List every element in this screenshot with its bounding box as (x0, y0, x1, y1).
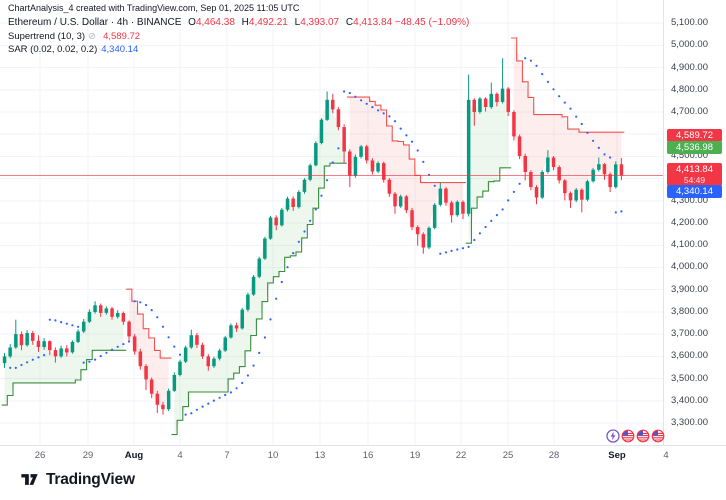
price-badge-value: 4,589.72 (676, 130, 713, 142)
price-chart-svg[interactable] (0, 0, 663, 445)
price-scale-label: 3,600.00 (671, 350, 708, 362)
time-scale-label: 4 (663, 450, 669, 461)
price-badge-value: 4,340.14 (676, 185, 713, 197)
price-scale-label: 4,500.00 (671, 150, 708, 162)
lightning-event-icon[interactable] (606, 429, 620, 443)
bar-countdown: 54:49 (683, 175, 706, 186)
price-badge: 4,589.72 (667, 129, 722, 143)
time-scale-label: 22 (455, 450, 467, 461)
price-badge: 4,413.84 54:49 (667, 163, 722, 187)
tradingview-logo[interactable]: TradingView (20, 470, 135, 489)
price-scale-label: 5,000.00 (671, 39, 708, 51)
price-scale-label: 3,400.00 (671, 394, 708, 406)
us-flag-event-icon[interactable] (636, 429, 650, 443)
time-scale-label: 4 (177, 450, 183, 461)
price-scale-label: 4,300.00 (671, 194, 708, 206)
price-scale-label: 3,800.00 (671, 305, 708, 317)
time-scale-label: 7 (224, 450, 230, 461)
price-scale-label: 5,100.00 (671, 17, 708, 29)
price-scale-label: 4,800.00 (671, 83, 708, 95)
price-scale-label: 3,500.00 (671, 372, 708, 384)
time-scale-label: 26 (34, 450, 46, 461)
us-flag-event-icon[interactable] (621, 429, 635, 443)
chart-plot-area[interactable]: ChartAnalysis_4 created with TradingView… (0, 0, 663, 445)
time-scale[interactable]: 26 29 Aug 4 7 10 13 16 19 22 25 28 Sep 4 (0, 445, 726, 463)
time-scale-label: 29 (82, 450, 94, 461)
time-scale-label: 10 (267, 450, 279, 461)
time-scale-label: 25 (502, 450, 514, 461)
price-scale-label: 4,700.00 (671, 105, 708, 117)
time-scale-label: 16 (362, 450, 374, 461)
price-badge-value: 4,413.84 (676, 164, 713, 176)
price-scale-label: 4,900.00 (671, 61, 708, 73)
tradingview-logo-icon (21, 474, 38, 485)
price-scale-label: 4,100.00 (671, 239, 708, 251)
time-scale-label: 28 (548, 450, 560, 461)
tradingview-logo-text: TradingView (46, 470, 135, 488)
price-badge: 4,340.14 (667, 184, 722, 198)
event-markers (606, 429, 666, 443)
price-scale-label: 4,000.00 (671, 261, 708, 273)
time-scale-label: 13 (314, 450, 326, 461)
footer: TradingView (0, 462, 726, 500)
price-scale-label: 3,900.00 (671, 283, 708, 295)
price-scale-label: 4,200.00 (671, 217, 708, 229)
time-scale-label: Sep (608, 450, 626, 461)
time-scale-label: Aug (124, 450, 144, 461)
us-flag-event-icon[interactable] (651, 429, 665, 443)
price-badge-value: 4,536.98 (676, 142, 713, 154)
time-scale-label: 19 (409, 450, 421, 461)
price-scale-label: 3,300.00 (671, 417, 708, 428)
price-badge: 4,536.98 (667, 141, 722, 155)
price-scale[interactable]: 5,100.00 5,000.00 4,900.00 4,800.00 4,700.00… (663, 0, 726, 445)
price-scale-label: 3,700.00 (671, 328, 708, 340)
